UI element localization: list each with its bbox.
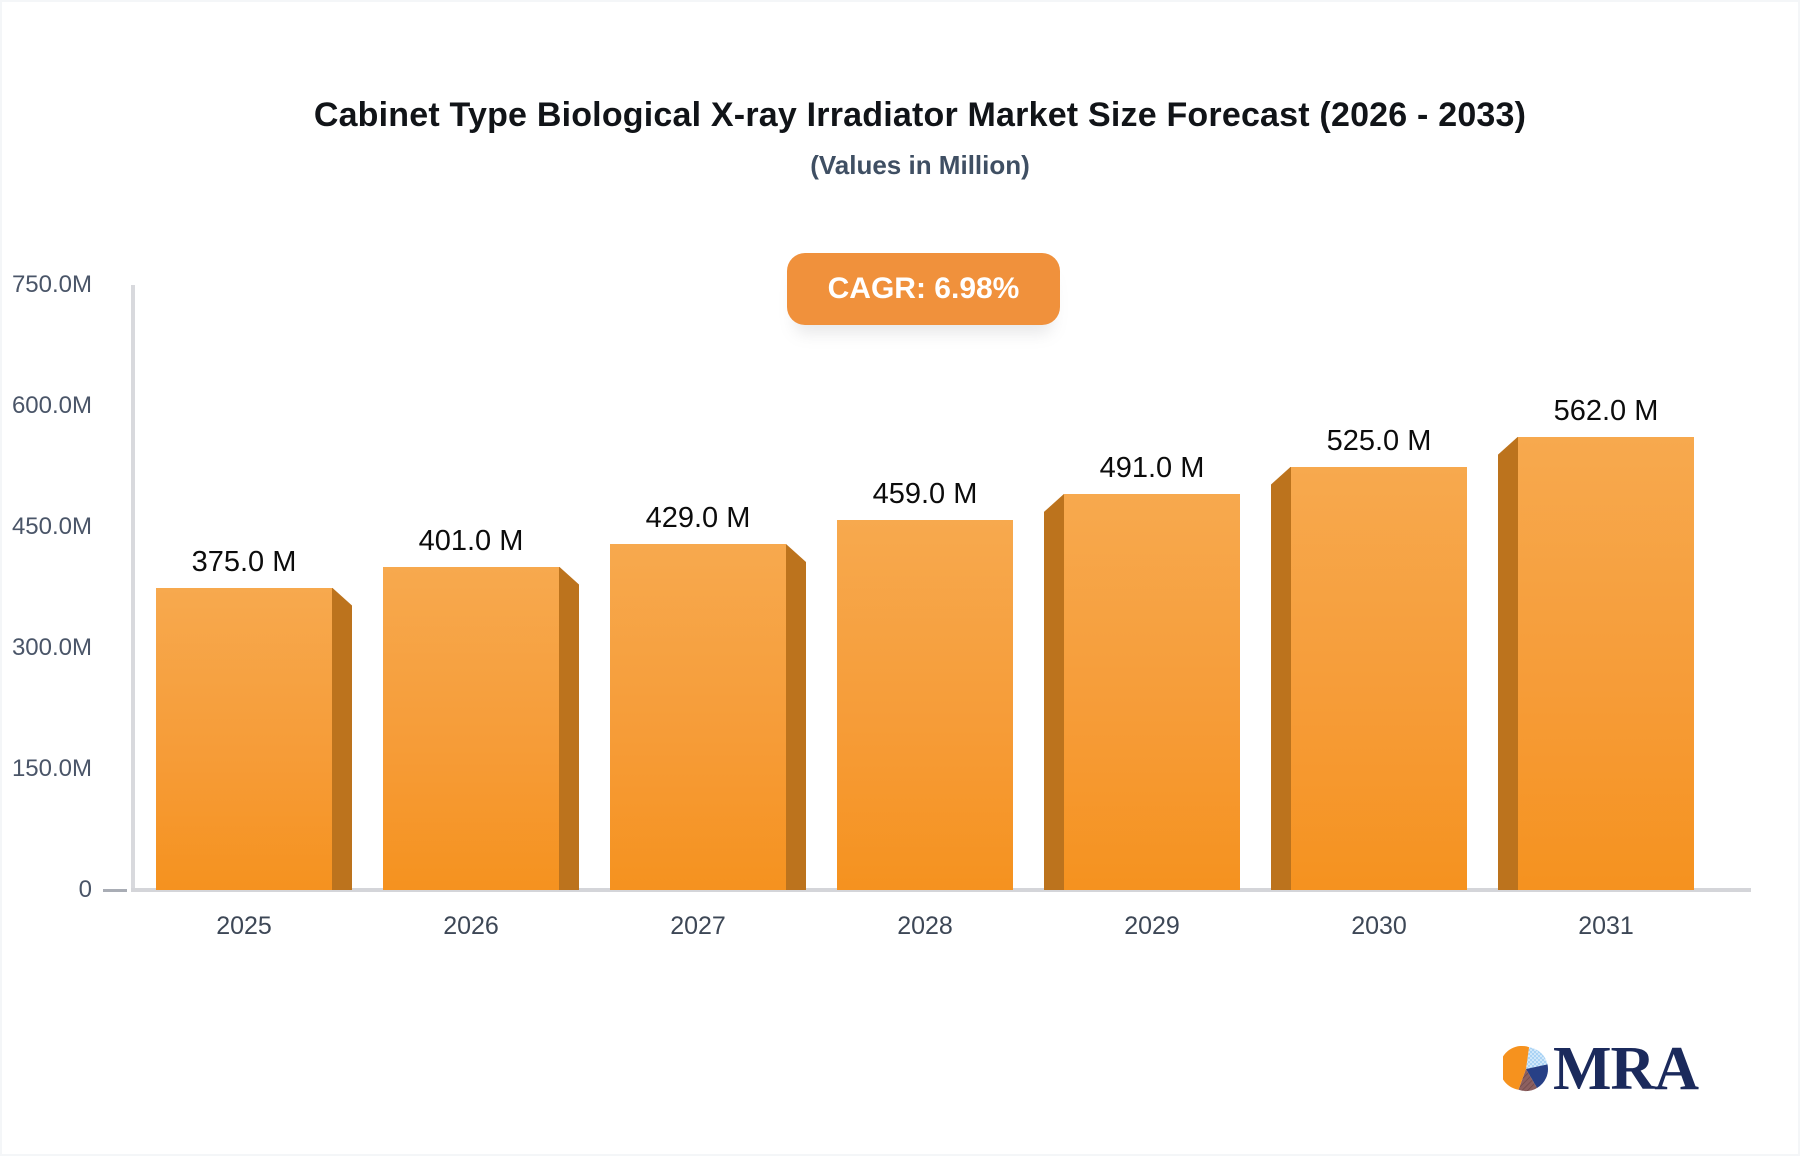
bar-2031[interactable] <box>1518 436 1694 890</box>
bar-2027-side-face <box>786 543 806 890</box>
y-tick-label: 450.0M <box>11 513 92 540</box>
x-axis-label-2029: 2029 <box>1124 912 1180 940</box>
zero-tick-mark <box>103 889 127 892</box>
bar-value-label-2029: 491.0 M <box>1099 451 1205 484</box>
y-tick-label: 150.0M <box>11 755 92 782</box>
y-tick-label: 300.0M <box>11 634 92 661</box>
bar-value-label-2025: 375.0 M <box>191 545 297 578</box>
y-tick-label: 750.0M <box>11 271 92 298</box>
bar-2029-side-face <box>1044 493 1064 890</box>
x-axis-label-2027: 2027 <box>670 912 726 940</box>
bar-2028[interactable] <box>837 519 1013 890</box>
bar-value-label-2026: 401.0 M <box>418 524 524 557</box>
bar-2025-side-face <box>332 587 352 890</box>
x-axis-label-2025: 2025 <box>216 912 272 940</box>
bar-value-label-2031: 562.0 M <box>1553 394 1659 427</box>
mra-logo-text: MRA <box>1553 1035 1699 1103</box>
chart-subtitle: (Values in Million) <box>810 150 1030 180</box>
bar-value-label-2030: 525.0 M <box>1326 424 1432 457</box>
bar-2026[interactable] <box>383 566 559 890</box>
mra-logo: MRA <box>1503 1035 1699 1103</box>
bar-2025[interactable] <box>156 587 332 890</box>
x-axis-label-2026: 2026 <box>443 912 499 940</box>
cagr-badge: CAGR: 6.98% <box>787 253 1060 325</box>
bar-value-label-2028: 459.0 M <box>872 477 978 510</box>
bar-2030[interactable] <box>1291 466 1467 890</box>
bar-2027[interactable] <box>610 543 786 890</box>
bar-2030-side-face <box>1271 466 1291 890</box>
chart-title: Cabinet Type Biological X-ray Irradiator… <box>313 96 1527 134</box>
x-axis-line <box>131 888 1751 892</box>
bar-value-label-2027: 429.0 M <box>645 501 751 534</box>
y-tick-label: 0 <box>78 876 92 903</box>
x-axis-label-2030: 2030 <box>1351 912 1407 940</box>
bar-2026-side-face <box>559 566 579 890</box>
x-axis-label-2031: 2031 <box>1578 912 1634 940</box>
x-axis-label-2028: 2028 <box>897 912 953 940</box>
bar-2029[interactable] <box>1064 493 1240 890</box>
y-axis-line <box>131 285 135 892</box>
y-tick-label: 600.0M <box>11 392 92 419</box>
bar-2031-side-face <box>1498 436 1518 890</box>
cagr-badge-label: CAGR: 6.98% <box>827 272 1020 305</box>
mra-logo-pie-icon <box>1503 1045 1548 1091</box>
